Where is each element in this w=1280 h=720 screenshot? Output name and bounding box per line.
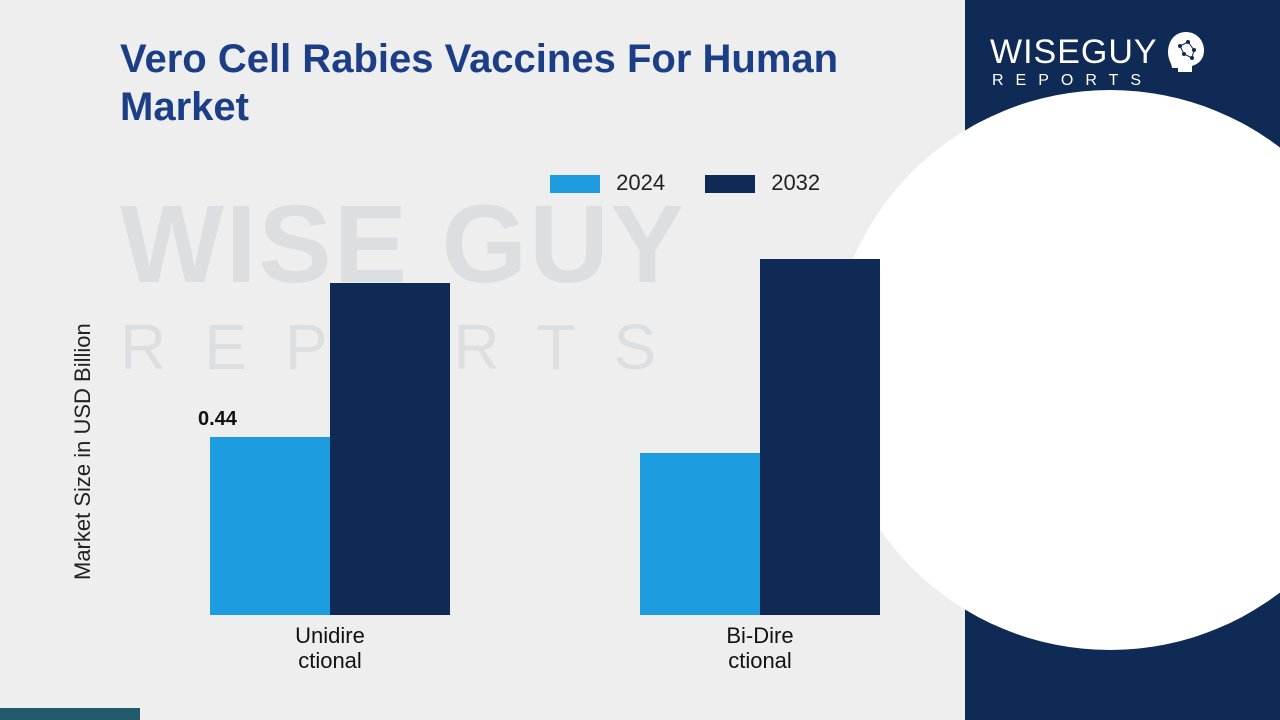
category-label-bi: Bi-Directional <box>680 623 840 674</box>
y-axis-label: Market Size in USD Billion <box>70 323 96 580</box>
logo-text-line1: WISEGUY <box>990 33 1158 72</box>
legend-label-2032: 2032 <box>771 170 820 195</box>
chart-title: Vero Cell Rabies Vaccines For Human Mark… <box>120 35 880 131</box>
plot-area: 0.44 <box>110 210 960 615</box>
bar-bi-2024 <box>640 453 760 615</box>
legend-swatch-2024 <box>550 175 600 193</box>
logo-text-line2: REPORTS <box>990 72 1240 90</box>
brand-logo: WISEGUY REPORTS <box>990 30 1240 90</box>
footer-accent <box>0 708 140 720</box>
bar-bi-2032 <box>760 259 880 615</box>
head-icon <box>1164 30 1208 74</box>
value-label-uni-2024: 0.44 <box>198 408 237 431</box>
bar-uni-2024 <box>210 437 330 615</box>
legend-swatch-2032 <box>705 175 755 193</box>
legend-label-2024: 2024 <box>616 170 665 195</box>
legend-item-2024: 2024 <box>550 170 665 196</box>
chart-stage: WISE GUY REPORTS WISEGUY REPORTS Vero Ce… <box>0 0 1280 720</box>
bar-uni-2032 <box>330 283 450 615</box>
category-label-uni: Unidirectional <box>250 623 410 674</box>
legend-item-2032: 2032 <box>705 170 820 196</box>
legend: 2024 2032 <box>550 170 820 196</box>
